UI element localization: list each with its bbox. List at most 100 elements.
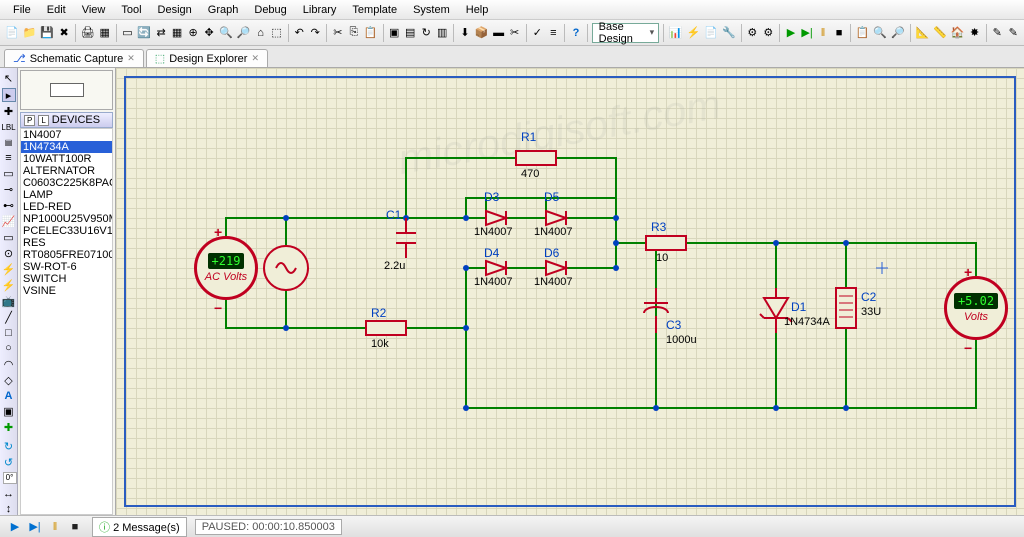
circle-icon[interactable]: ○ <box>2 342 16 354</box>
marker-icon[interactable]: ✚ <box>2 421 16 434</box>
design-variant-combo[interactable]: Base Design <box>592 23 660 43</box>
menu-help[interactable]: Help <box>459 2 496 18</box>
decompose-icon[interactable]: ✂ <box>508 23 522 43</box>
msg-icon[interactable]: 📋 <box>855 23 871 43</box>
menu-tool[interactable]: Tool <box>114 2 148 18</box>
new-icon[interactable]: 📄 <box>4 23 20 43</box>
menu-debug[interactable]: Debug <box>247 2 293 18</box>
text-script-icon[interactable]: ▤ <box>2 136 16 148</box>
subcircuit-icon[interactable]: ▭ <box>2 167 16 180</box>
close-icon[interactable]: ✖ <box>57 23 71 43</box>
search-icon[interactable]: 🔍 <box>872 23 888 43</box>
zoom-in-icon[interactable]: 🔍 <box>218 23 234 43</box>
device-item[interactable]: RT0805FRE07100 <box>21 249 112 261</box>
terminal-icon[interactable]: ⊸ <box>2 183 16 196</box>
menu-design[interactable]: Design <box>151 2 199 18</box>
mirror-v-icon[interactable]: ↕ <box>2 503 16 515</box>
block-copy-icon[interactable]: ▣ <box>387 23 401 43</box>
area-icon[interactable]: ▦ <box>98 23 112 43</box>
extra2-icon[interactable]: 📏 <box>932 23 948 43</box>
device-item[interactable]: ALTERNATOR <box>21 165 112 177</box>
device-item[interactable]: C0603C225K8PAC <box>21 177 112 189</box>
ac-voltmeter[interactable]: +219 AC Volts <box>194 236 258 300</box>
tool2-icon[interactable]: ⚙ <box>761 23 775 43</box>
sim-step-icon[interactable]: ▶| <box>26 519 44 535</box>
probe-v-icon[interactable]: ⚡ <box>2 263 16 276</box>
undo-icon[interactable]: ↶ <box>292 23 306 43</box>
extra4-icon[interactable]: ✸ <box>968 23 982 43</box>
device-item[interactable]: 10WATT100R <box>21 153 112 165</box>
zoom-area-icon[interactable]: ⬚ <box>270 23 284 43</box>
extra6-icon[interactable]: ✎ <box>1006 23 1020 43</box>
instrument-icon[interactable]: 📺 <box>2 295 16 308</box>
label-icon[interactable]: LBL <box>2 121 16 133</box>
step-icon[interactable]: ▶| <box>800 23 814 43</box>
device-item[interactable]: NP1000U25V950M <box>21 213 112 225</box>
sim-pause-icon[interactable]: ‖ <box>46 519 64 535</box>
pick-device-icon[interactable]: P <box>24 115 35 126</box>
text-icon[interactable]: A <box>2 390 16 402</box>
device-item[interactable]: VSINE <box>21 285 112 297</box>
bus-icon[interactable]: ≡ <box>2 152 16 164</box>
device-item[interactable]: 1N4007 <box>21 129 112 141</box>
zoom-all-icon[interactable]: ⌂ <box>254 23 268 43</box>
copy-icon[interactable]: ⎘ <box>347 23 361 43</box>
play-icon[interactable]: ▶ <box>784 23 798 43</box>
pan-icon[interactable]: ✥ <box>202 23 216 43</box>
flip-icon[interactable]: ⇄ <box>154 23 168 43</box>
search2-icon[interactable]: 🔎 <box>890 23 906 43</box>
message-count[interactable]: ⓘ 2 Message(s) <box>92 517 187 537</box>
menu-template[interactable]: Template <box>345 2 404 18</box>
origin-icon[interactable]: ⊕ <box>186 23 200 43</box>
menu-view[interactable]: View <box>75 2 113 18</box>
zoom-sheet-icon[interactable]: ▭ <box>120 23 134 43</box>
select-mode-icon[interactable]: ↖ <box>2 72 16 85</box>
device-item[interactable]: SW-ROT-6 <box>21 261 112 273</box>
pick-icon[interactable]: ⬇ <box>458 23 472 43</box>
component-mode-icon[interactable]: ▸ <box>2 88 16 102</box>
line-icon[interactable]: ╱ <box>2 311 16 324</box>
make-icon[interactable]: 📦 <box>474 23 490 43</box>
block-delete-icon[interactable]: ▥ <box>435 23 449 43</box>
tab-close-icon[interactable]: ✕ <box>251 53 259 64</box>
path-icon[interactable]: ◇ <box>2 374 16 387</box>
rotation-field[interactable]: 0° <box>3 472 17 485</box>
library-icon[interactable]: L <box>38 115 48 126</box>
tab-design-explorer[interactable]: ⬚ Design Explorer ✕ <box>146 49 268 67</box>
menu-graph[interactable]: Graph <box>201 2 246 18</box>
wire-label-icon[interactable]: ✓ <box>530 23 544 43</box>
tab-schematic-capture[interactable]: ⎇ Schematic Capture ✕ <box>4 49 144 67</box>
menu-system[interactable]: System <box>406 2 457 18</box>
device-item[interactable]: 1N4734A <box>21 141 112 153</box>
pin-icon[interactable]: ⊷ <box>2 199 16 212</box>
sim-play-icon[interactable]: ▶ <box>6 519 24 535</box>
menu-file[interactable]: File <box>6 2 38 18</box>
device-list[interactable]: 1N40071N4734A10WATT100RALTERNATORC0603C2… <box>20 128 113 515</box>
sim-stop-icon[interactable]: ■ <box>66 519 84 535</box>
open-icon[interactable]: 📁 <box>22 23 38 43</box>
generator-icon[interactable]: ⊙ <box>2 247 16 260</box>
schematic-canvas[interactable]: microdigisoft.com <box>116 68 1024 515</box>
hidden-icon[interactable]: ≡ <box>546 23 560 43</box>
cut-icon[interactable]: ✂ <box>331 23 345 43</box>
paste-icon[interactable]: 📋 <box>363 23 379 43</box>
tape-icon[interactable]: ▭ <box>2 231 16 244</box>
rotate-cw-icon[interactable]: ↻ <box>2 440 16 453</box>
zoom-out-icon[interactable]: 🔎 <box>236 23 252 43</box>
netlist-icon[interactable]: 📄 <box>703 23 719 43</box>
save-icon[interactable]: 💾 <box>39 23 55 43</box>
block-move-icon[interactable]: ▤ <box>403 23 417 43</box>
device-item[interactable]: SWITCH <box>21 273 112 285</box>
graph-icon[interactable]: 📈 <box>2 215 16 228</box>
junction-icon[interactable]: ✚ <box>2 105 16 118</box>
block-rotate-icon[interactable]: ↻ <box>419 23 433 43</box>
erc-icon[interactable]: ⚡ <box>686 23 702 43</box>
arc-icon[interactable]: ◠ <box>2 358 16 371</box>
device-item[interactable]: LED-RED <box>21 201 112 213</box>
refresh-icon[interactable]: 🔄 <box>136 23 152 43</box>
extra5-icon[interactable]: ✎ <box>990 23 1004 43</box>
redo-icon[interactable]: ↷ <box>308 23 322 43</box>
menu-library[interactable]: Library <box>296 2 344 18</box>
mirror-h-icon[interactable]: ↔ <box>2 487 16 499</box>
ares-icon[interactable]: 🔧 <box>721 23 737 43</box>
